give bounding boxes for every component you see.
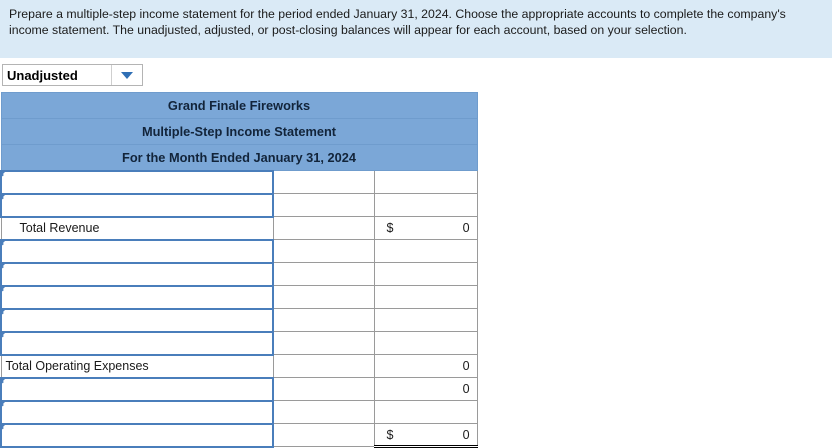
balance-type-dropdown[interactable]: Unadjusted bbox=[2, 64, 143, 86]
subtotal-cell[interactable] bbox=[272, 423, 375, 447]
table-row bbox=[0, 192, 478, 218]
subtotal-cell[interactable] bbox=[272, 400, 375, 424]
amount-cell[interactable]: 0 bbox=[373, 354, 478, 378]
amount-value: 0 bbox=[462, 359, 470, 373]
dropdown-marker-icon bbox=[0, 170, 6, 178]
table-row: Total Revenue $0 bbox=[0, 216, 478, 240]
dropdown-marker-icon bbox=[0, 377, 6, 385]
account-select-cell[interactable] bbox=[0, 307, 274, 333]
total-label-cell: Total Operating Expenses bbox=[0, 354, 274, 378]
amount-cell[interactable]: 0 bbox=[373, 377, 478, 401]
dropdown-marker-icon bbox=[0, 400, 6, 408]
table-row: $0 bbox=[0, 422, 478, 448]
statement-header-line-1: Grand Finale Fireworks bbox=[0, 92, 478, 119]
table-row bbox=[0, 307, 478, 333]
amount-cell[interactable] bbox=[373, 239, 478, 263]
account-select-cell[interactable] bbox=[0, 192, 274, 218]
account-select-cell[interactable] bbox=[0, 422, 274, 448]
account-select-cell[interactable] bbox=[0, 169, 274, 195]
account-select-cell[interactable] bbox=[0, 399, 274, 425]
dropdown-marker-icon bbox=[0, 308, 6, 316]
currency-symbol: $ bbox=[386, 427, 394, 442]
subtotal-cell[interactable] bbox=[272, 193, 375, 217]
table-row bbox=[0, 399, 478, 425]
table-row bbox=[0, 261, 478, 287]
subtotal-cell[interactable] bbox=[272, 354, 375, 378]
statement-header-row: For the Month Ended January 31, 2024 bbox=[0, 144, 478, 171]
amount-value: 0 bbox=[462, 382, 470, 396]
subtotal-cell[interactable] bbox=[272, 262, 375, 286]
chevron-down-icon[interactable] bbox=[111, 65, 142, 85]
account-select-cell[interactable] bbox=[0, 238, 274, 264]
amount-value: 0 bbox=[462, 427, 470, 442]
dropdown-marker-icon bbox=[0, 239, 6, 247]
balance-selector-bar: Unadjusted bbox=[0, 58, 832, 92]
total-label-cell: Total Revenue bbox=[0, 216, 274, 240]
subtotal-cell[interactable] bbox=[272, 331, 375, 355]
instructions-banner: Prepare a multiple-step income statement… bbox=[0, 0, 832, 58]
subtotal-cell[interactable] bbox=[272, 285, 375, 309]
balance-type-selected-value[interactable]: Unadjusted bbox=[7, 67, 78, 83]
subtotal-cell[interactable] bbox=[272, 308, 375, 332]
dropdown-marker-icon bbox=[0, 193, 6, 201]
amount-cell[interactable] bbox=[373, 262, 478, 286]
amount-cell[interactable]: $0 bbox=[373, 423, 478, 448]
amount-cell[interactable] bbox=[373, 331, 478, 355]
subtotal-cell[interactable] bbox=[272, 170, 375, 194]
subtotal-cell[interactable] bbox=[272, 377, 375, 401]
amount-value: 0 bbox=[462, 221, 470, 235]
table-row bbox=[0, 284, 478, 310]
income-statement-table: Grand Finale Fireworks Multiple-Step Inco… bbox=[0, 92, 478, 448]
dropdown-marker-icon bbox=[0, 331, 6, 339]
account-select-cell[interactable] bbox=[0, 284, 274, 310]
account-select-cell[interactable] bbox=[0, 376, 274, 402]
statement-header-row: Multiple-Step Income Statement bbox=[0, 118, 478, 145]
table-row bbox=[0, 330, 478, 356]
amount-cell[interactable] bbox=[373, 193, 478, 217]
subtotal-cell[interactable] bbox=[272, 239, 375, 263]
table-row: 0 bbox=[0, 376, 478, 402]
table-row bbox=[0, 169, 478, 195]
dropdown-marker-icon bbox=[0, 423, 6, 431]
amount-cell[interactable] bbox=[373, 285, 478, 309]
dropdown-marker-icon bbox=[0, 262, 6, 270]
dropdown-marker-icon bbox=[0, 285, 6, 293]
account-select-cell[interactable] bbox=[0, 330, 274, 356]
caret-glyph bbox=[121, 71, 133, 79]
currency-symbol: $ bbox=[386, 221, 394, 235]
table-row bbox=[0, 238, 478, 264]
amount-cell[interactable] bbox=[373, 400, 478, 424]
table-row: Total Operating Expenses 0 bbox=[0, 354, 478, 378]
amount-cell[interactable]: $0 bbox=[373, 216, 478, 240]
statement-header-row: Grand Finale Fireworks bbox=[0, 92, 478, 119]
amount-cell[interactable] bbox=[373, 308, 478, 332]
statement-header-line-2: Multiple-Step Income Statement bbox=[0, 118, 478, 145]
statement-header-line-3: For the Month Ended January 31, 2024 bbox=[0, 144, 478, 171]
subtotal-cell[interactable] bbox=[272, 216, 375, 240]
account-select-cell[interactable] bbox=[0, 261, 274, 287]
amount-cell[interactable] bbox=[373, 170, 478, 194]
